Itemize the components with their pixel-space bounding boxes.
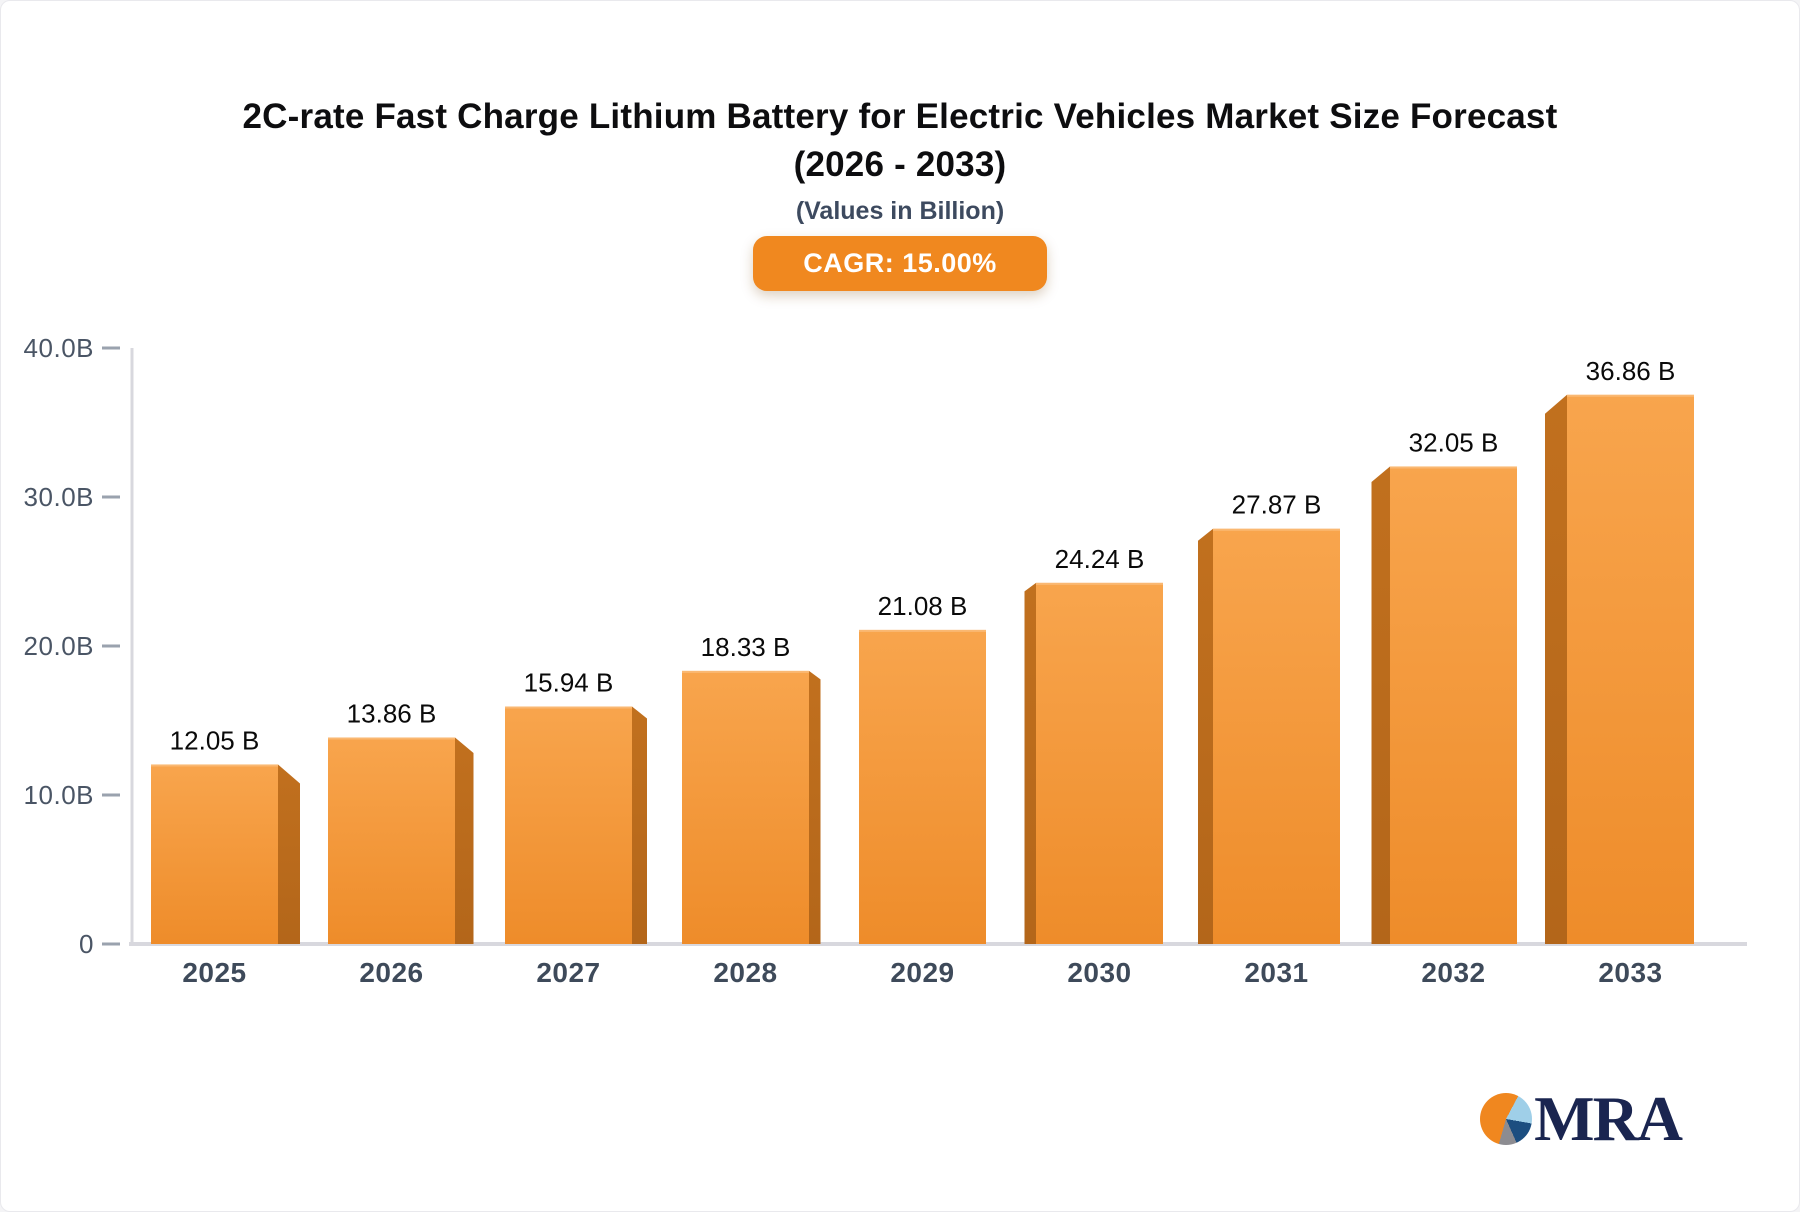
y-axis-tick-label: 0 — [79, 929, 94, 959]
bar — [1390, 466, 1517, 944]
x-axis-category-label: 2025 — [182, 957, 246, 988]
x-axis-category-label: 2030 — [1067, 957, 1131, 988]
bar — [151, 764, 278, 944]
x-axis-category-label: 2027 — [536, 957, 600, 988]
bar-value-label: 21.08 B — [878, 591, 968, 621]
bar-side-face — [1371, 466, 1390, 944]
chart-subtitle: (Values in Billion) — [795, 197, 1005, 225]
chart-title-line1: 2C-rate Fast Charge Lithium Battery for … — [242, 97, 1558, 136]
bar-value-label: 32.05 B — [1409, 427, 1499, 457]
x-axis-category-label: 2033 — [1598, 957, 1662, 988]
bar — [1567, 394, 1694, 944]
chart-title: 2C-rate Fast Charge Lithium Battery for … — [1, 93, 1799, 189]
x-axis-category-label: 2028 — [713, 957, 777, 988]
bar-side-face — [1545, 394, 1567, 944]
y-axis-tick-label: 20.0B — [24, 631, 94, 661]
bar-value-label: 36.86 B — [1586, 356, 1676, 386]
y-axis-tick-label: 10.0B — [24, 780, 94, 810]
bar-side-face — [1024, 582, 1036, 944]
bar-side-face — [455, 737, 474, 944]
bar-value-label: 12.05 B — [170, 725, 260, 755]
bar — [1036, 582, 1163, 944]
bar-value-label: 24.24 B — [1055, 544, 1145, 574]
mra-logo: MRA — [1480, 1083, 1683, 1154]
pie-chart-logo-icon — [1480, 1093, 1533, 1145]
chart-header: 2C-rate Fast Charge Lithium Battery for … — [1, 1, 1799, 291]
bar — [505, 706, 632, 944]
bar-side-face — [1198, 528, 1213, 944]
x-axis-category-label: 2029 — [890, 957, 954, 988]
x-axis-category-label: 2031 — [1244, 957, 1308, 988]
y-axis-tick-label: 30.0B — [24, 482, 94, 512]
bar-value-label: 15.94 B — [524, 667, 614, 697]
bar-value-label: 27.87 B — [1232, 490, 1322, 520]
y-axis-tick-label: 40.0B — [24, 333, 94, 363]
bar-side-face — [632, 706, 647, 944]
bar-side-face — [809, 670, 821, 944]
bar-value-label: 18.33 B — [701, 632, 791, 662]
bar — [859, 629, 986, 944]
bar — [682, 670, 809, 944]
bar — [328, 737, 455, 944]
x-axis-category-label: 2026 — [359, 957, 423, 988]
chart-title-line2: (2026 - 2033) — [793, 145, 1007, 184]
bar-side-face — [278, 764, 300, 944]
x-axis-category-label: 2032 — [1421, 957, 1485, 988]
bar-value-label: 13.86 B — [347, 698, 437, 728]
bar — [1213, 528, 1340, 944]
cagr-badge: CAGR: 15.00% — [753, 236, 1047, 291]
mra-logo-text: MRA — [1534, 1083, 1683, 1154]
